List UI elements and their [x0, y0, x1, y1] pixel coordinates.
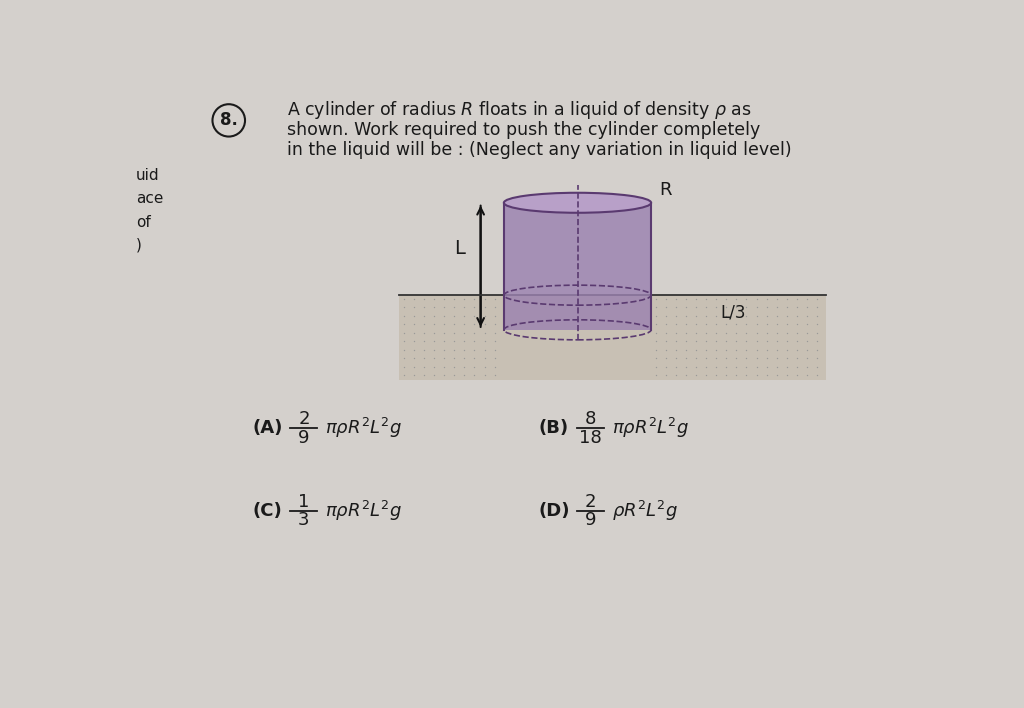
- Text: R: R: [658, 181, 672, 199]
- Text: $\pi\rho R^2L^2g$: $\pi\rho R^2L^2g$: [326, 416, 402, 440]
- Text: A cylinder of radius $R$ floats in a liquid of density $\rho$ as: A cylinder of radius $R$ floats in a liq…: [287, 98, 752, 120]
- Text: shown. Work required to push the cylinder completely: shown. Work required to push the cylinde…: [287, 120, 760, 139]
- Text: uid: uid: [136, 169, 160, 183]
- Text: 1: 1: [298, 493, 309, 510]
- Text: (A): (A): [252, 419, 283, 438]
- Text: 9: 9: [585, 511, 596, 529]
- Text: (B): (B): [539, 419, 569, 438]
- Text: ace: ace: [136, 191, 163, 207]
- Text: 9: 9: [298, 428, 309, 447]
- Bar: [504, 295, 651, 330]
- Text: ): ): [136, 238, 141, 253]
- Text: 8: 8: [585, 410, 596, 428]
- Text: in the liquid will be : (Neglect any variation in liquid level): in the liquid will be : (Neglect any var…: [287, 141, 792, 159]
- Text: L: L: [455, 239, 465, 258]
- Text: 8.: 8.: [220, 111, 238, 130]
- Bar: [399, 295, 825, 380]
- Text: 2: 2: [585, 493, 596, 510]
- Text: $\pi\rho R^2L^2g$: $\pi\rho R^2L^2g$: [612, 416, 689, 440]
- Ellipse shape: [504, 193, 651, 213]
- Text: L/3: L/3: [721, 304, 746, 322]
- Text: $\rho R^2L^2g$: $\rho R^2L^2g$: [612, 498, 678, 523]
- Text: $\pi\rho R^2L^2g$: $\pi\rho R^2L^2g$: [326, 498, 402, 523]
- Text: 2: 2: [298, 410, 309, 428]
- Text: 3: 3: [298, 511, 309, 529]
- Text: of: of: [136, 215, 151, 229]
- Text: (D): (D): [539, 502, 570, 520]
- Bar: [504, 202, 651, 295]
- Text: (C): (C): [252, 502, 282, 520]
- Text: 18: 18: [580, 428, 602, 447]
